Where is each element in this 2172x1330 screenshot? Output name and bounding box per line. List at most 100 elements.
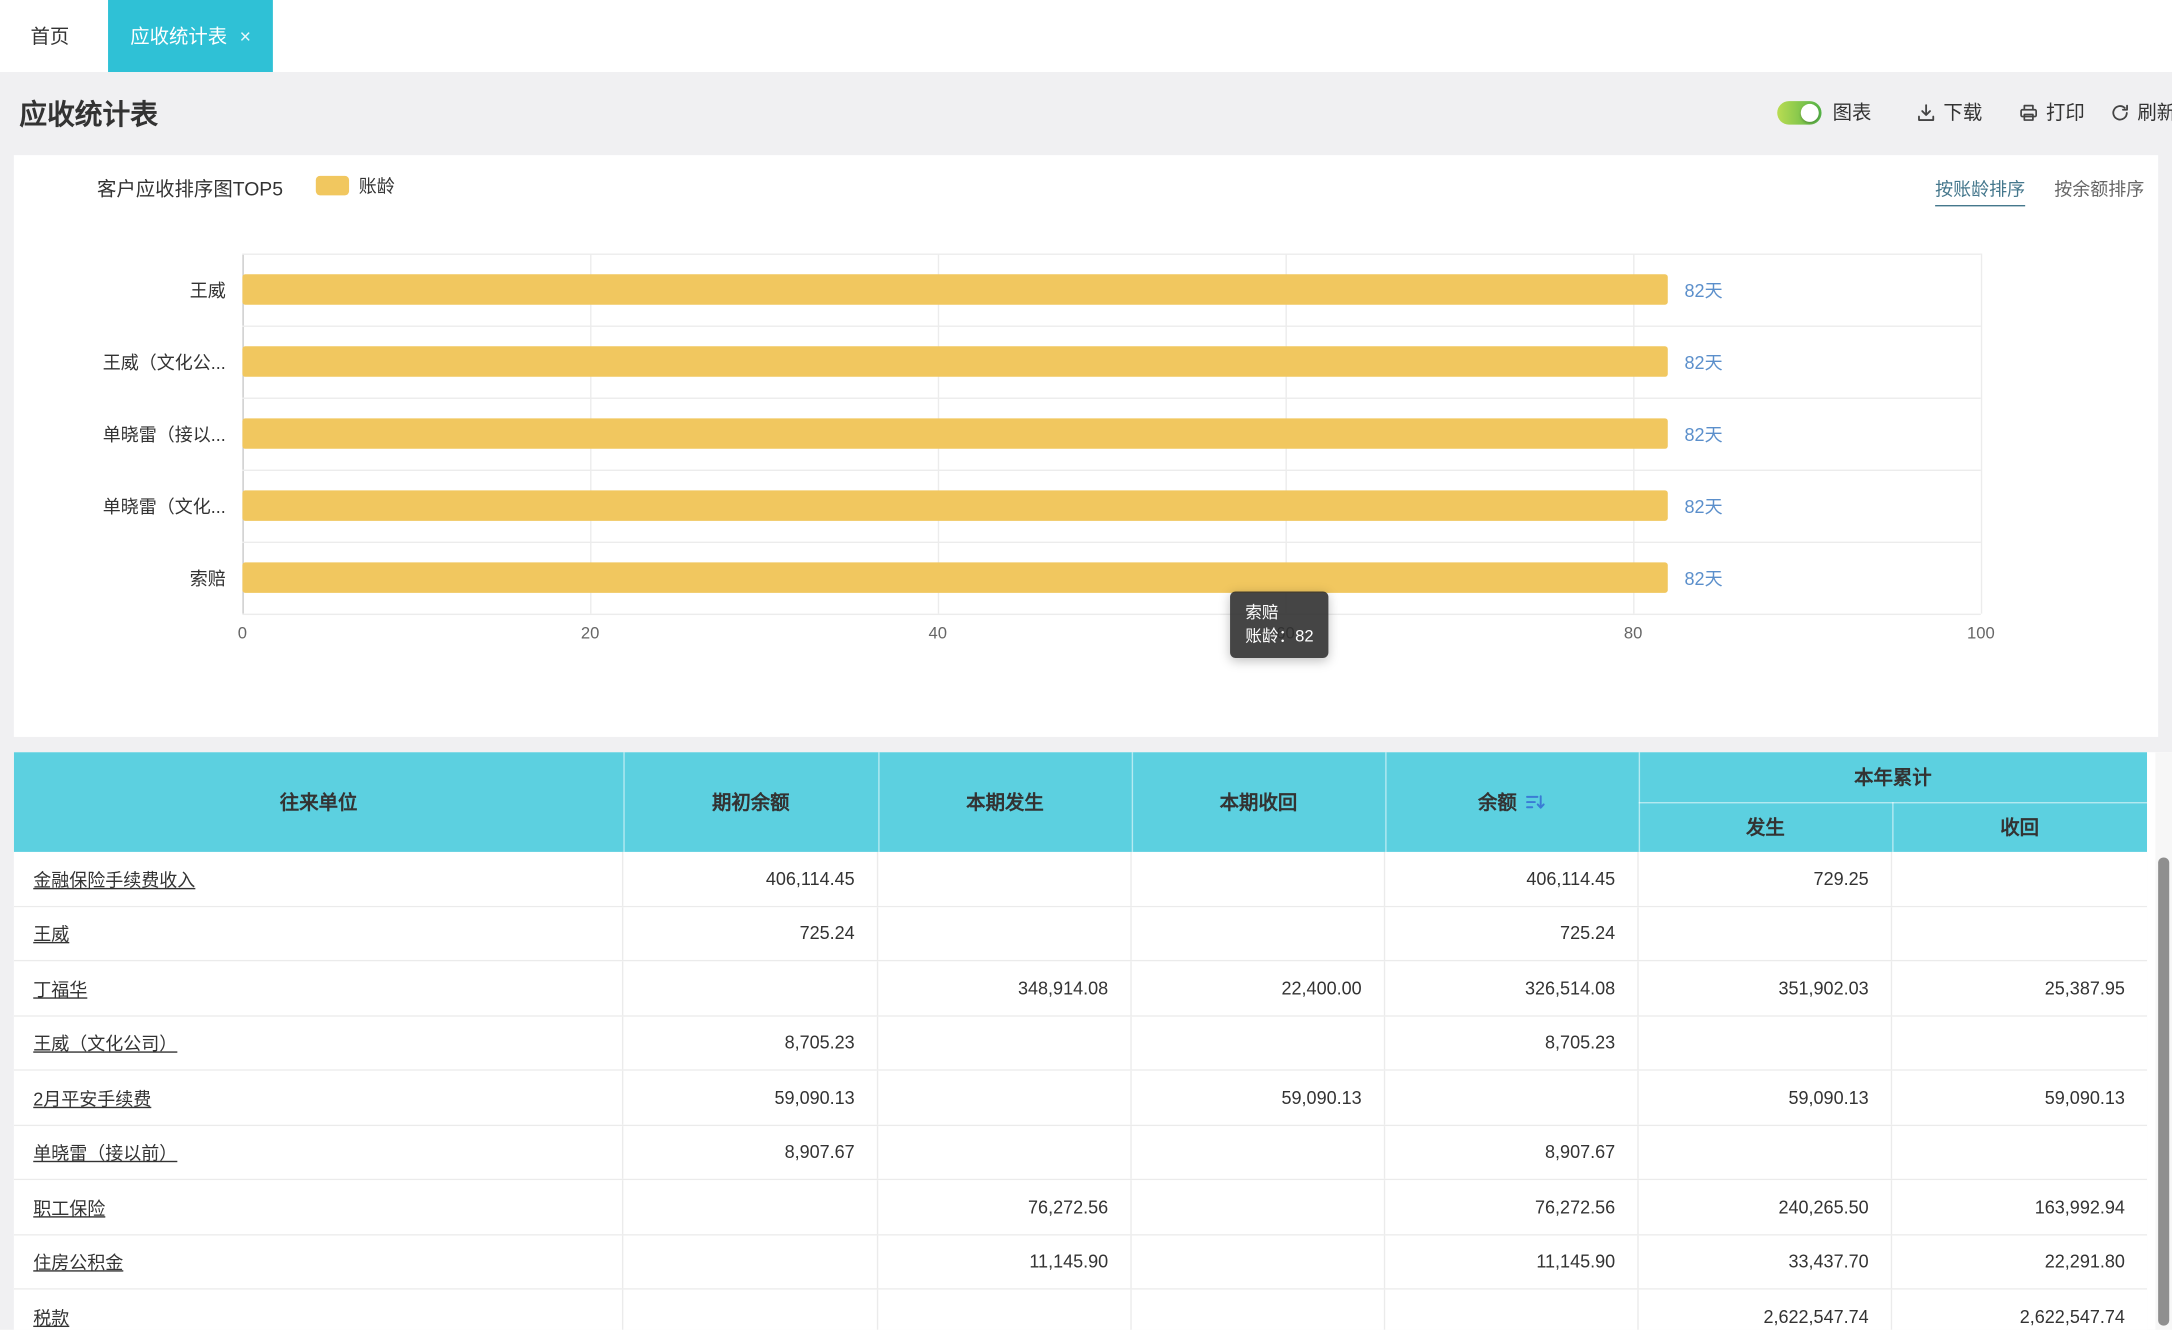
table-row: 税款 2,622,547.74 2,622,547.74	[13, 1289, 2148, 1330]
legend-label: 账龄	[358, 175, 395, 197]
customer-link[interactable]: 2月平安手续费	[33, 1088, 152, 1110]
legend-item-aging[interactable]: 账龄	[315, 172, 395, 198]
tab-home[interactable]: 首页	[30, 24, 70, 48]
table-row: 金融保险手续费收入 406,114.45 406,114.45 729.25	[13, 851, 2148, 907]
amount-cell	[1385, 1070, 1639, 1125]
amount-cell: 725.24	[1385, 906, 1639, 960]
amount-cell: 8,907.67	[623, 1125, 879, 1179]
refresh-button[interactable]: 刷新	[2110, 98, 2172, 126]
x-tick-label: 0	[237, 623, 248, 643]
customer-cell: 住房公积金	[14, 1234, 624, 1289]
chart-toggle-knob	[1800, 103, 1819, 122]
row-separator	[242, 613, 1981, 616]
col-header-year-total: 本年累计	[1854, 766, 1932, 789]
aging-bar[interactable]	[242, 418, 1668, 449]
aging-bar[interactable]	[242, 562, 1668, 593]
amount-cell	[1132, 851, 1386, 906]
aging-bar[interactable]	[242, 274, 1668, 305]
tab-label: 应收统计表	[130, 24, 228, 48]
amount-cell: 59,090.13	[2044, 1087, 2125, 1108]
header-divider	[1131, 752, 1134, 852]
customer-link[interactable]: 职工保险	[33, 1197, 106, 1219]
amount-cell: 729.25	[1639, 851, 1893, 906]
chart-toggle[interactable]	[1777, 100, 1822, 124]
table-row: 单晓雷（接以前） 8,907.67 8,907.67	[13, 1125, 2148, 1181]
customer-cell: 2月平安手续费	[14, 1070, 624, 1125]
download-button[interactable]: 下载	[1916, 98, 1982, 126]
download-icon	[1918, 103, 1935, 121]
col-header-partner: 往来单位	[279, 790, 358, 814]
row-separator	[242, 325, 1981, 327]
customer-link[interactable]: 住房公积金	[33, 1252, 124, 1274]
print-button[interactable]: 打印	[2018, 98, 2085, 126]
scrollbar-thumb[interactable]	[2158, 857, 2170, 1326]
chart-plot: 020406080100王威82天王威（文化公...82天单晓雷（接以...82…	[103, 253, 1995, 643]
chart-toggle-label: 图表	[1832, 101, 1872, 124]
col-header-balance[interactable]: 余额	[1385, 752, 1638, 852]
amount-cell: 348,914.08	[878, 961, 1132, 1015]
download-label: 下载	[1943, 101, 1983, 124]
aging-bar[interactable]	[242, 490, 1668, 521]
gridline	[1980, 253, 1983, 614]
x-tick-label: 20	[580, 623, 600, 643]
bar-value-label: 82天	[1684, 568, 1723, 590]
amount-cell: 8,705.23	[1385, 1016, 1639, 1070]
category-label: 王威	[189, 280, 226, 302]
customer-link[interactable]: 单晓雷（接以前）	[33, 1143, 178, 1164]
col-header-opening-balance: 期初余额	[711, 790, 790, 814]
customer-link[interactable]: 王威（文化公司）	[33, 1033, 178, 1055]
table-body: 金融保险手续费收入 406,114.45 406,114.45 729.25 王威 725…	[13, 851, 2148, 1330]
amount-cell: 240,265.50	[1639, 1180, 1893, 1234]
amount-cell: 163,992.94	[2034, 1196, 2125, 1218]
amount-cell	[878, 1125, 1132, 1179]
amount-cell: 22,400.00	[1132, 961, 1386, 1015]
amount-cell	[623, 1180, 879, 1234]
tab-receivable-stats[interactable]: 应收统计表 ×	[108, 0, 274, 73]
col-header-period-received: 本期收回	[1219, 790, 1298, 814]
bar-value-label: 82天	[1684, 496, 1723, 518]
amount-cell: 59,090.13	[623, 1070, 879, 1125]
amount-cell: 351,902.03	[1639, 961, 1893, 1015]
row-separator	[242, 469, 1981, 471]
vertical-scrollbar[interactable]	[2155, 752, 2172, 1330]
print-icon	[2020, 104, 2038, 121]
x-tick-label: 80	[1623, 623, 1643, 643]
table-row: 2月平安手续费 59,090.13 59,090.13 59,090.13 59,090…	[13, 1070, 2148, 1126]
col-header-year-incurred: 发生	[1746, 815, 1785, 839]
amount-cell	[623, 1234, 879, 1289]
legend-swatch	[315, 175, 350, 195]
col-header-year-received: 收回	[2000, 815, 2040, 839]
amount-cell	[1892, 852, 2147, 905]
customer-link[interactable]: 王威	[33, 924, 70, 946]
balance-sort-icon[interactable]	[1525, 792, 1546, 813]
category-label: 王威（文化公...	[102, 352, 226, 374]
sort-by-balance-link[interactable]: 按余额排序	[2054, 178, 2145, 200]
amount-cell	[1132, 1180, 1386, 1234]
amount-cell	[878, 851, 1132, 906]
header-divider	[878, 752, 880, 852]
table-header: 往来单位 期初余额 本期发生 本期收回 余额 本年累计 发生 收回	[13, 752, 2148, 852]
amount-cell	[1132, 1234, 1386, 1289]
amount-cell	[878, 1016, 1132, 1070]
header-divider	[1638, 802, 2148, 804]
customer-link[interactable]: 丁福华	[33, 978, 88, 1000]
amount-cell: 8,907.67	[1385, 1125, 1639, 1179]
customer-cell: 税款	[14, 1289, 624, 1330]
row-separator	[242, 541, 1981, 543]
customer-link[interactable]: 金融保险手续费收入	[33, 869, 196, 891]
amount-cell: 11,145.90	[878, 1234, 1132, 1289]
amount-cell	[1132, 1125, 1386, 1179]
amount-cell: 8,705.23	[623, 1016, 879, 1070]
aging-bar[interactable]	[242, 346, 1668, 377]
amount-cell	[1639, 1125, 1893, 1179]
table-row: 职工保险 76,272.56 76,272.56 240,265.50 163,992.…	[13, 1180, 2148, 1235]
sort-by-aging-link[interactable]: 按账龄排序	[1935, 175, 2026, 207]
amount-cell: 2,622,547.74	[1639, 1289, 1893, 1330]
page-header: 应收统计表 图表 下载 打印	[0, 72, 2172, 153]
customer-link[interactable]: 税款	[33, 1307, 70, 1329]
amount-cell: 25,387.95	[2044, 977, 2125, 999]
tab-close-icon[interactable]: ×	[239, 24, 251, 48]
page-title: 应收统计表	[19, 100, 158, 131]
amount-cell	[1892, 1125, 2147, 1178]
